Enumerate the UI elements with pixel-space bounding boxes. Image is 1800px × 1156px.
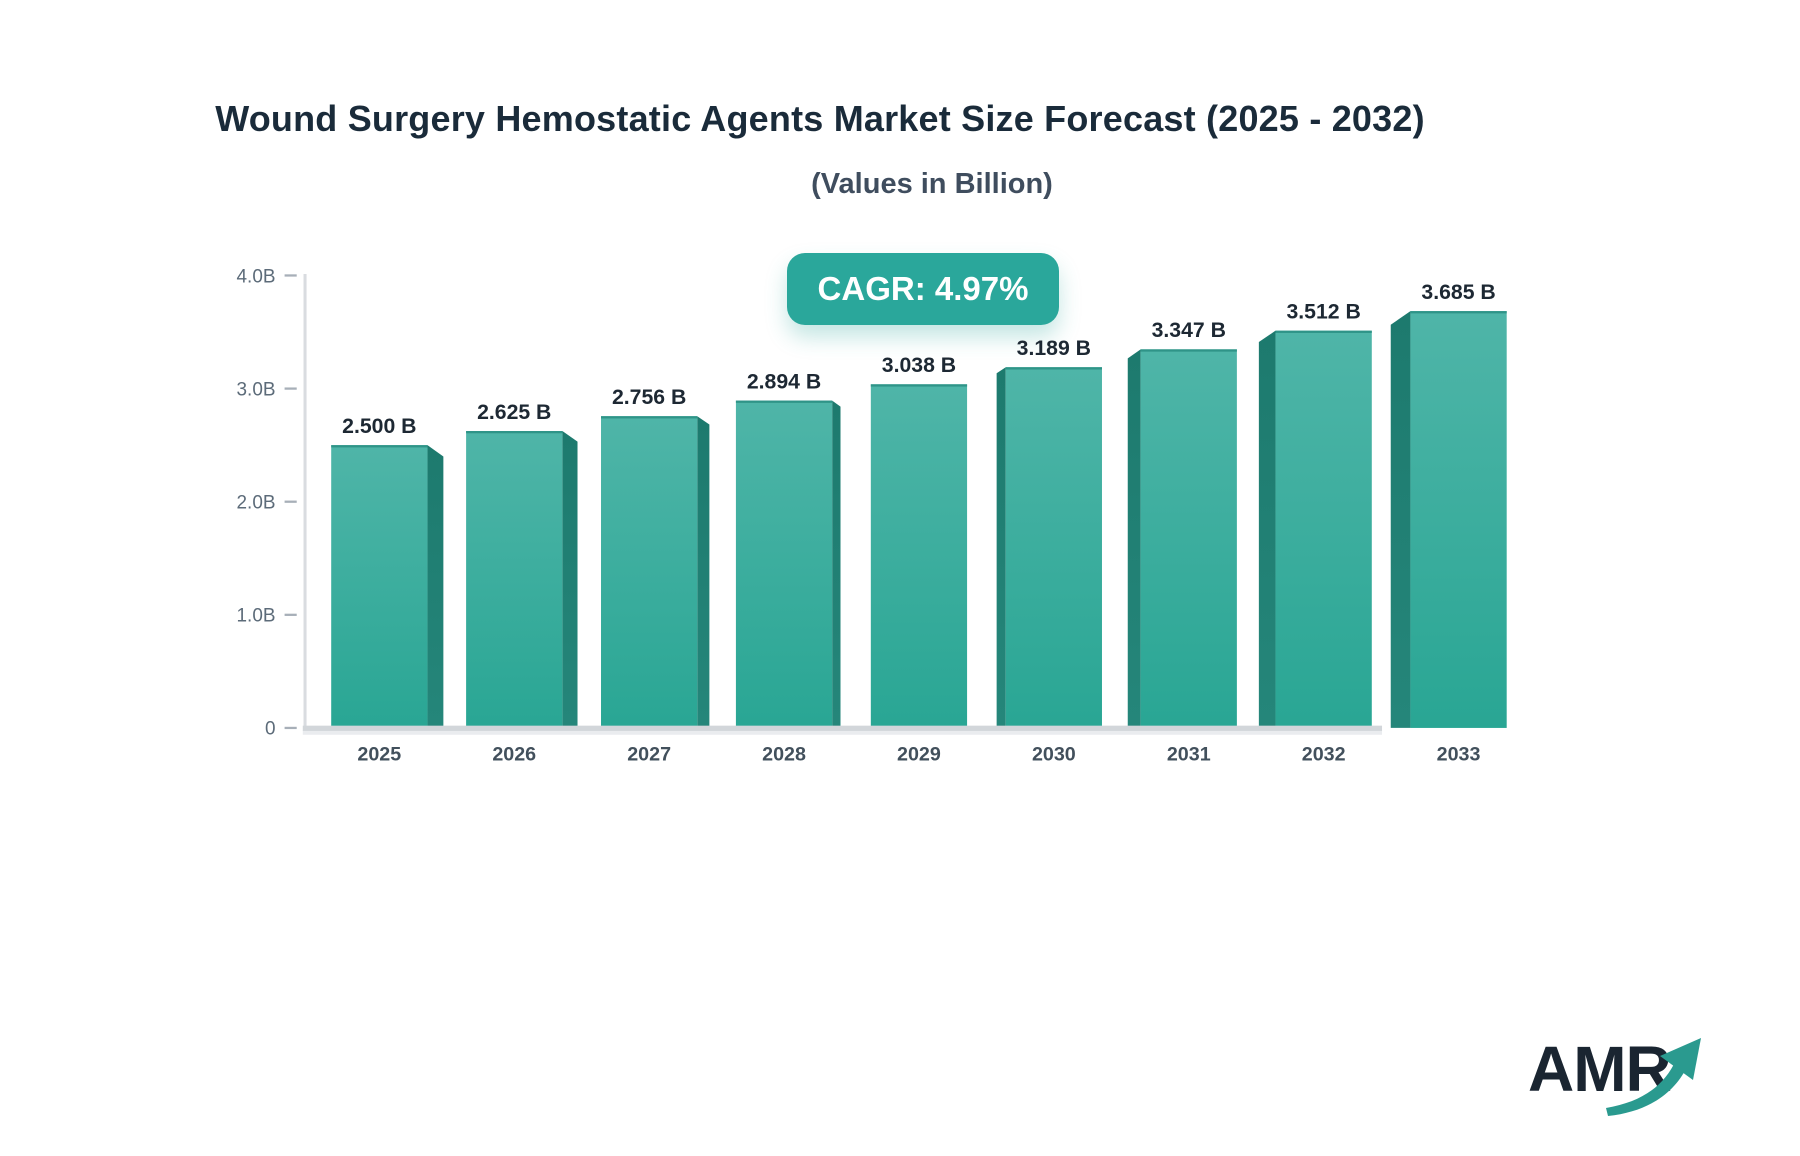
bar-face xyxy=(1005,367,1102,728)
bar-3d-side xyxy=(697,416,710,728)
x-axis-baseline xyxy=(302,725,1383,731)
bar-face xyxy=(735,400,833,728)
bar-face xyxy=(466,431,563,728)
bar xyxy=(1127,349,1237,728)
x-category-label: 2031 xyxy=(1167,744,1211,766)
growth-arrow-head xyxy=(1660,1038,1701,1080)
x-category-label: 2026 xyxy=(492,744,536,766)
x-category-label: 2027 xyxy=(627,744,671,766)
bar xyxy=(1258,330,1372,728)
y-tick-label: 2.0B xyxy=(237,493,276,514)
bar-chart: 4.0B 3.0B 2.0B 1.0B 0 2.500 B 2025 2.625 B 2026 2… xyxy=(237,266,1507,766)
cagr-badge: CAGR: 4.97% xyxy=(787,253,1059,325)
bar-value-label: 2.894 B xyxy=(747,370,821,393)
bar-value-label: 2.756 B xyxy=(612,386,686,409)
growth-arrow-icon xyxy=(1606,1038,1701,1116)
bar-top-edge xyxy=(735,400,833,403)
bar-value-label: 2.625 B xyxy=(477,401,551,424)
bar-3d-side xyxy=(562,431,578,728)
bar xyxy=(466,431,578,728)
x-category-label: 2030 xyxy=(1032,744,1076,766)
bar-3d-side xyxy=(1127,349,1141,728)
x-category-label: 2029 xyxy=(897,744,941,766)
x-axis-baseline-shadow xyxy=(302,730,1383,735)
bar xyxy=(331,445,444,728)
bar-top-edge xyxy=(1275,330,1372,333)
bar-3d-side xyxy=(832,400,841,728)
bar-value-label: 3.038 B xyxy=(882,354,956,377)
bar-top-edge xyxy=(466,431,563,434)
brand-logo: AMR xyxy=(1528,1032,1758,1142)
bar-3d-side xyxy=(1258,330,1276,728)
x-category-label: 2032 xyxy=(1302,744,1346,766)
x-category-label: 2025 xyxy=(357,744,401,766)
x-category-label: 2033 xyxy=(1437,744,1481,766)
bar-top-edge xyxy=(601,416,698,419)
bar-value-label: 3.512 B xyxy=(1286,301,1360,324)
bar-face xyxy=(331,445,428,728)
bar-face xyxy=(1275,330,1372,728)
y-tick-label: 0 xyxy=(265,719,276,740)
bar-top-edge xyxy=(1140,349,1237,352)
bar-value-label: 3.685 B xyxy=(1421,281,1495,304)
bar-top-edge xyxy=(870,384,968,387)
x-category-label: 2028 xyxy=(762,744,806,766)
bar-3d-side xyxy=(996,367,1006,728)
y-tick-label: 4.0B xyxy=(237,266,276,287)
bar-face xyxy=(870,384,968,728)
y-tick-label: 3.0B xyxy=(237,379,276,400)
bar-face xyxy=(601,416,698,728)
bar-top-edge xyxy=(331,445,428,448)
bar-value-label: 3.189 B xyxy=(1017,337,1091,360)
y-tick-label: 1.0B xyxy=(237,606,276,627)
bar-value-label: 3.347 B xyxy=(1152,319,1226,342)
growth-arrow-swoosh xyxy=(1606,1060,1687,1116)
bar-top-edge xyxy=(1410,311,1507,314)
bar xyxy=(735,400,841,728)
bar-value-label: 2.500 B xyxy=(342,415,416,438)
bar-face xyxy=(1140,349,1237,728)
chart-subtitle: (Values in Billion) xyxy=(811,168,1053,200)
bar-face xyxy=(1410,311,1507,728)
bar xyxy=(601,416,710,728)
chart-title: Wound Surgery Hemostatic Agents Market S… xyxy=(215,98,1425,139)
bar xyxy=(870,384,968,728)
bar xyxy=(996,367,1102,728)
bar-3d-side xyxy=(1390,311,1411,728)
bar-top-edge xyxy=(1005,367,1102,370)
bar xyxy=(1390,311,1507,728)
bar-3d-side xyxy=(427,445,444,728)
